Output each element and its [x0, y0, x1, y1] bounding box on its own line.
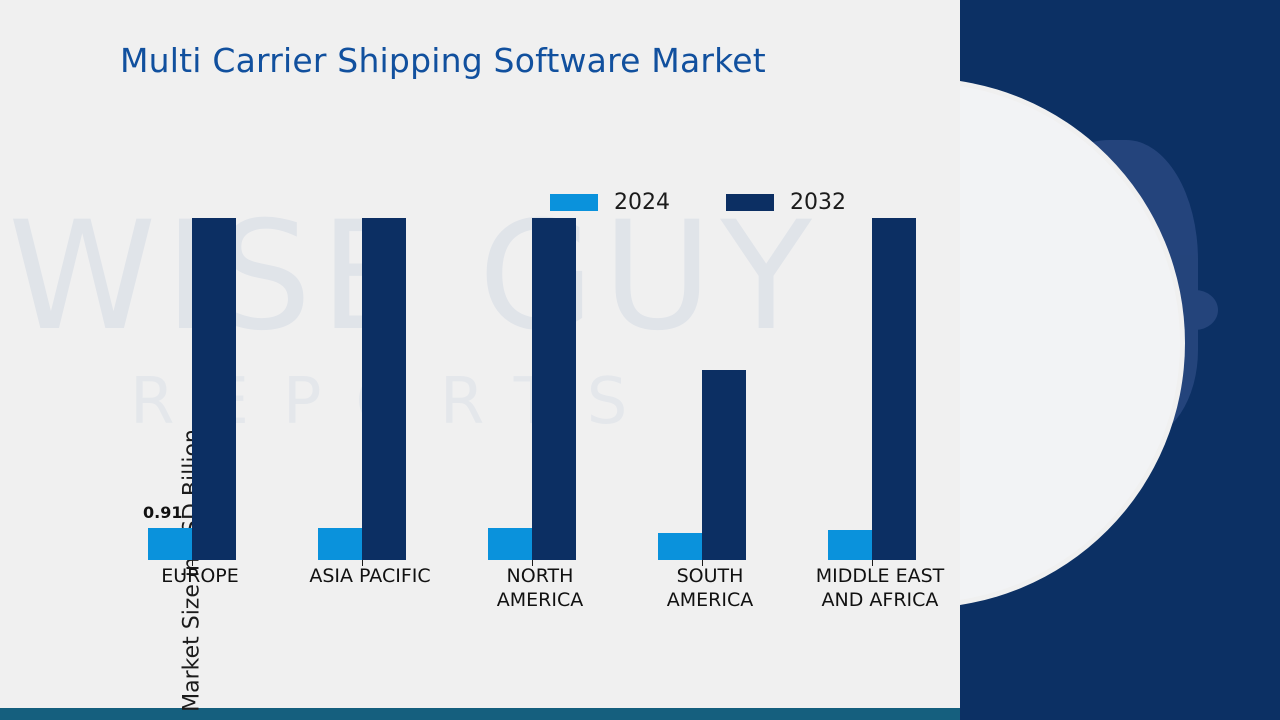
bar-2024[interactable] [658, 532, 702, 560]
page-title: Multi Carrier Shipping Software Market [120, 41, 766, 80]
bar-2024[interactable] [318, 527, 362, 560]
category-label: NORTH AMERICA [496, 565, 584, 612]
bar-2032[interactable] [872, 218, 916, 560]
bar-group: SOUTH AMERICA [650, 190, 770, 611]
legend-item-2032[interactable]: 2032 [726, 190, 846, 215]
chart-legend: 2024 2032 [550, 190, 846, 215]
bar-groups: EUROPE ASIA PACIFIC NORTH AMERICA SOUTH AME… [120, 190, 944, 611]
axis-tick [532, 560, 533, 566]
bar-2032[interactable] [532, 218, 576, 560]
bar-2032[interactable] [192, 218, 236, 560]
legend-label-2024: 2024 [614, 190, 670, 215]
bar-group: MIDDLE EAST AND AFRICA [816, 190, 944, 611]
bar-2024[interactable] [148, 527, 192, 560]
legend-label-2032: 2032 [790, 190, 846, 215]
legend-swatch-2032 [726, 194, 774, 211]
bar-2024[interactable] [828, 530, 872, 560]
bar-2032[interactable] [362, 218, 406, 560]
bar-group: NORTH AMERICA [480, 190, 600, 611]
brand-panel: WISE GUY R E P O R T S [960, 0, 1280, 720]
axis-tick [192, 560, 193, 566]
bar-2024[interactable] [488, 527, 532, 560]
axis-tick [872, 560, 873, 566]
category-label: MIDDLE EAST AND AFRICA [815, 565, 945, 612]
legend-item-2024[interactable]: 2024 [550, 190, 670, 215]
legend-swatch-2024 [550, 194, 598, 211]
bar-value-label: 0.91 [143, 502, 183, 522]
bar-group: EUROPE [140, 190, 260, 587]
category-label: EUROPE [161, 565, 239, 587]
bar-2032[interactable] [702, 369, 746, 560]
bottom-accent-strip [0, 708, 960, 720]
axis-tick [362, 560, 363, 566]
category-label: ASIA PACIFIC [309, 565, 431, 587]
category-label: SOUTH AMERICA [666, 565, 754, 612]
bar-chart: Market Size in USD Billion 2024 2032 EUR… [120, 190, 944, 712]
bar-group: ASIA PACIFIC [309, 190, 431, 587]
axis-tick [702, 560, 703, 566]
